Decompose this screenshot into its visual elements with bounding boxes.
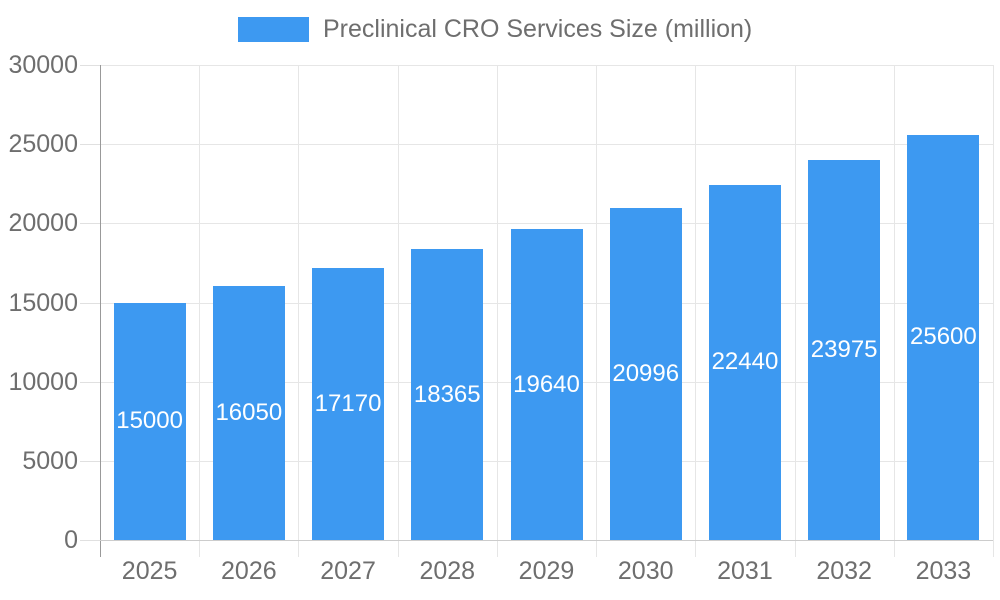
y-axis-tick-label: 15000 — [8, 288, 78, 317]
y-tick-mark — [80, 540, 100, 541]
x-gridline — [298, 65, 300, 557]
x-axis-tick-label: 2028 — [419, 557, 476, 585]
x-axis-line — [100, 540, 993, 541]
x-axis-tick-label: 2033 — [915, 557, 972, 585]
x-gridline — [199, 65, 201, 557]
x-gridline — [794, 65, 796, 557]
bar-value-label: 22440 — [711, 348, 779, 376]
y-axis-tick-label: 20000 — [8, 209, 78, 238]
y-gridline — [100, 65, 993, 66]
x-axis-tick-label: 2026 — [221, 557, 277, 585]
bar-2031[interactable]: 22440 — [708, 184, 781, 540]
bar-2028[interactable]: 18365 — [411, 249, 484, 540]
bar-value-label: 16050 — [215, 398, 283, 426]
bar-value-label: 25600 — [910, 323, 977, 351]
bar-2033[interactable]: 25600 — [907, 134, 980, 540]
bar-value-label: 17170 — [314, 390, 382, 418]
bar-value-label: 19640 — [513, 370, 580, 398]
legend-item[interactable]: Preclinical CRO Services Size (million) — [238, 15, 752, 44]
y-tick-mark — [80, 460, 100, 462]
bar-2029[interactable]: 19640 — [510, 229, 583, 540]
y-tick-mark — [80, 65, 100, 66]
x-gridline — [496, 65, 498, 557]
x-gridline — [397, 65, 399, 557]
bar-2025[interactable]: 15000 — [113, 302, 186, 540]
x-gridline — [993, 65, 994, 557]
y-tick-mark — [80, 381, 100, 383]
y-gridline — [100, 223, 993, 225]
bar-2026[interactable]: 16050 — [212, 285, 285, 540]
x-gridline — [695, 65, 697, 557]
legend-label: Preclinical CRO Services Size (million) — [323, 15, 753, 43]
bar-value-label: 18365 — [413, 380, 481, 408]
x-axis-tick-label: 2032 — [816, 557, 872, 585]
bar-value-label: 20996 — [612, 359, 680, 387]
x-axis-tick-label: 2027 — [320, 557, 376, 585]
x-axis-tick-label: 2031 — [717, 557, 773, 585]
bar-value-label: 23975 — [810, 336, 878, 364]
y-tick-mark — [80, 302, 100, 304]
y-axis-tick-label: 30000 — [8, 51, 78, 79]
x-gridline — [596, 65, 598, 557]
x-axis-tick-label: 2029 — [518, 557, 575, 585]
y-tick-mark — [80, 144, 100, 146]
y-axis-tick-label: 0 — [64, 526, 78, 554]
x-axis-tick-label: 2025 — [121, 557, 178, 585]
y-gridline — [100, 144, 993, 146]
y-axis-tick-label: 25000 — [8, 130, 78, 159]
legend-swatch — [238, 17, 309, 42]
x-axis-tick-label: 2030 — [617, 557, 674, 585]
y-tick-mark — [80, 223, 100, 225]
y-axis-tick-label: 5000 — [22, 446, 78, 475]
bar-2027[interactable]: 17170 — [312, 268, 385, 540]
bar-2032[interactable]: 23975 — [808, 160, 881, 540]
bar-value-label: 15000 — [116, 407, 183, 435]
y-axis-line — [100, 65, 101, 557]
x-gridline — [893, 65, 895, 557]
bar-2030[interactable]: 20996 — [609, 207, 682, 540]
y-axis-tick-label: 10000 — [8, 367, 78, 396]
